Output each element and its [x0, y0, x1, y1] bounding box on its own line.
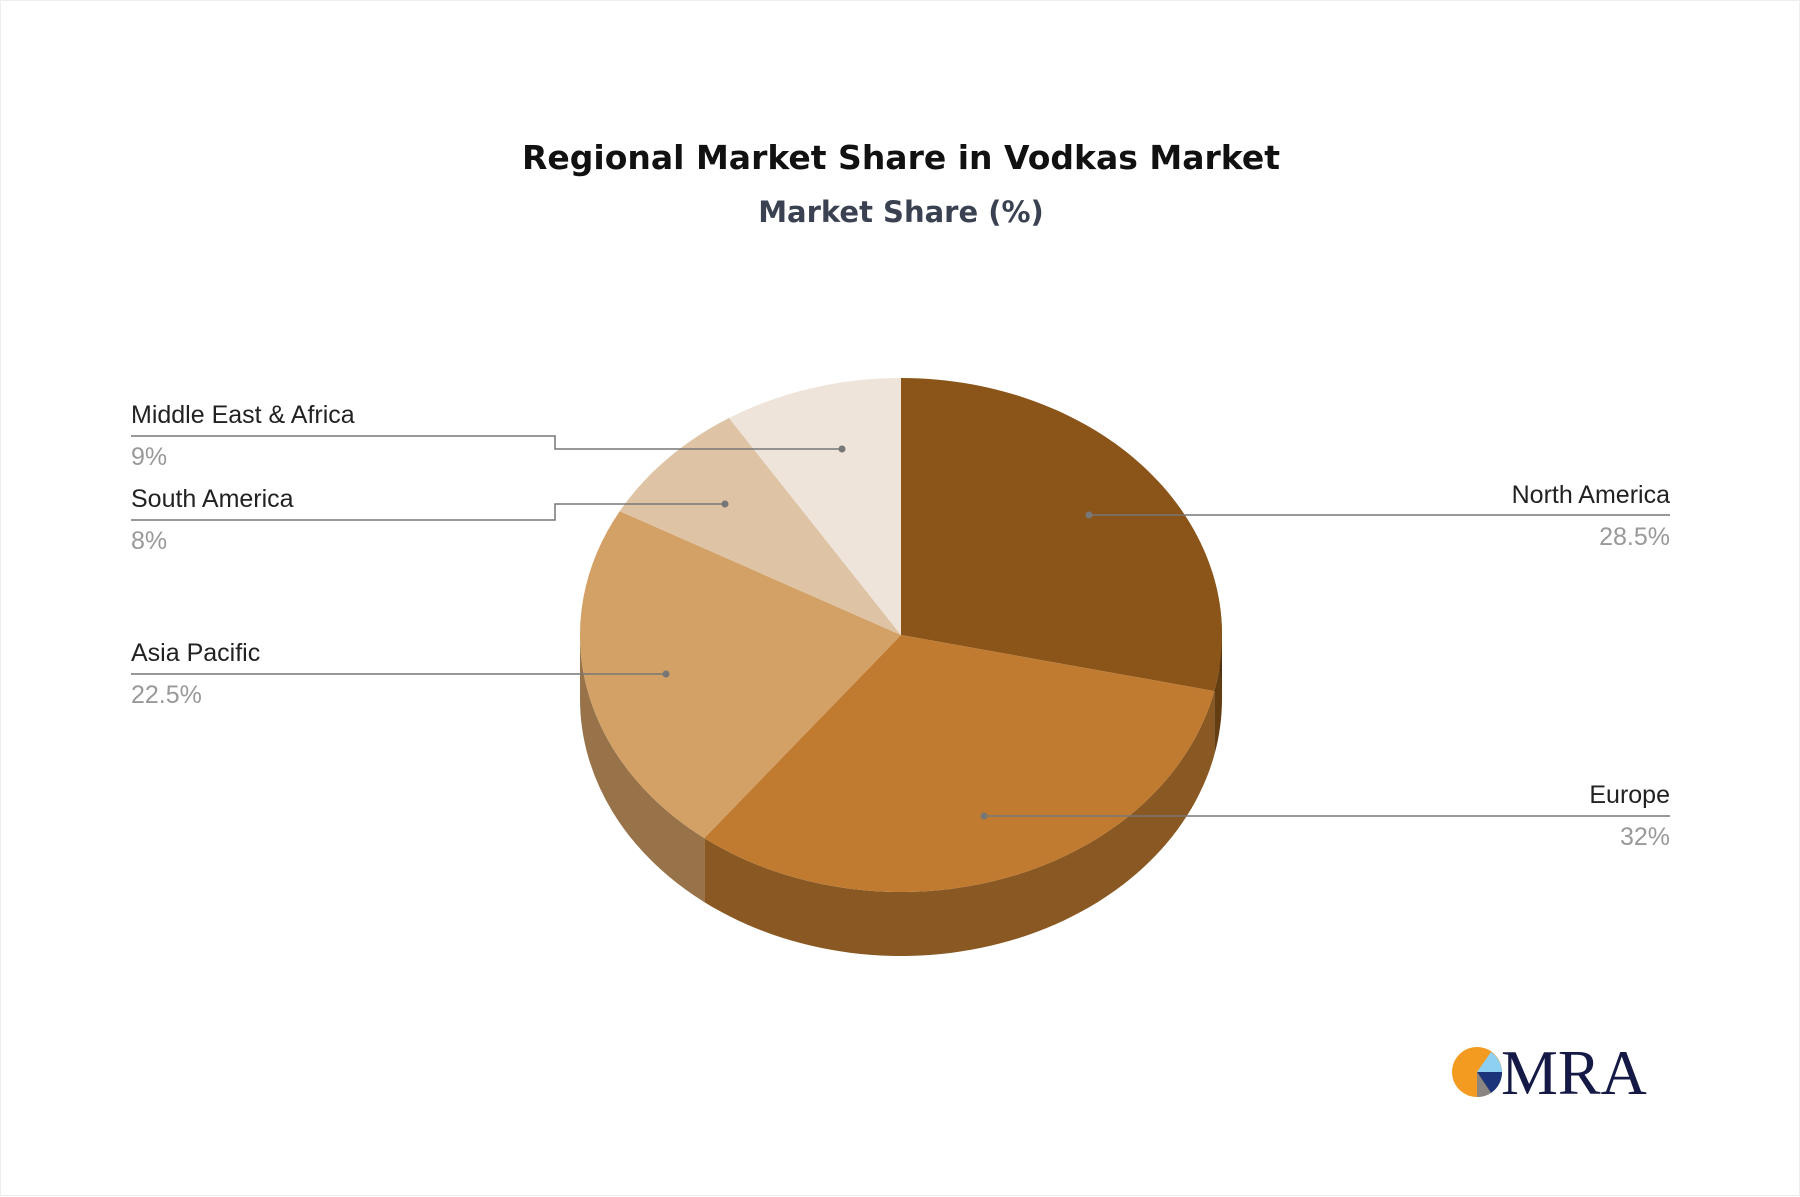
label-south-america: South America: [131, 485, 294, 513]
slice-middle-east-africa[interactable]: [728, 378, 901, 635]
chart-subtitle: Market Share (%): [758, 195, 1044, 229]
chart-title: Regional Market Share in Vodkas Market: [522, 138, 1280, 177]
leader-line-middle-east-africa: [131, 435, 842, 450]
leader-line-south-america: [131, 503, 725, 521]
value-south-america: 8%: [131, 527, 167, 555]
slice-asia-pacific[interactable]: [579, 511, 901, 839]
slice-north-america[interactable]: [901, 378, 1222, 692]
leader-dot-north-america: [1085, 511, 1093, 519]
label-europe: Europe: [1589, 781, 1670, 809]
label-north-america: North America: [1512, 481, 1670, 509]
slice-side-europe: [704, 691, 1215, 956]
mra-logo: MRA: [1452, 1037, 1647, 1108]
value-middle-east-africa: 9%: [131, 443, 167, 471]
leader-dot-europe: [980, 812, 988, 820]
value-europe: 32%: [1620, 823, 1670, 851]
label-middle-east-africa: Middle East & Africa: [131, 401, 355, 429]
leader-dot-asia-pacific: [662, 670, 670, 678]
leader-dot-south-america: [721, 500, 729, 508]
slice-south-america[interactable]: [619, 418, 901, 635]
slice-side-asia-pacific: [580, 635, 705, 903]
slice-europe[interactable]: [704, 635, 1215, 892]
value-asia-pacific: 22.5%: [131, 681, 202, 709]
leader-dot-middle-east-africa: [838, 445, 846, 453]
logo-text: MRA: [1501, 1037, 1647, 1108]
label-asia-pacific: Asia Pacific: [131, 639, 260, 667]
value-north-america: 28.5%: [1599, 523, 1670, 551]
